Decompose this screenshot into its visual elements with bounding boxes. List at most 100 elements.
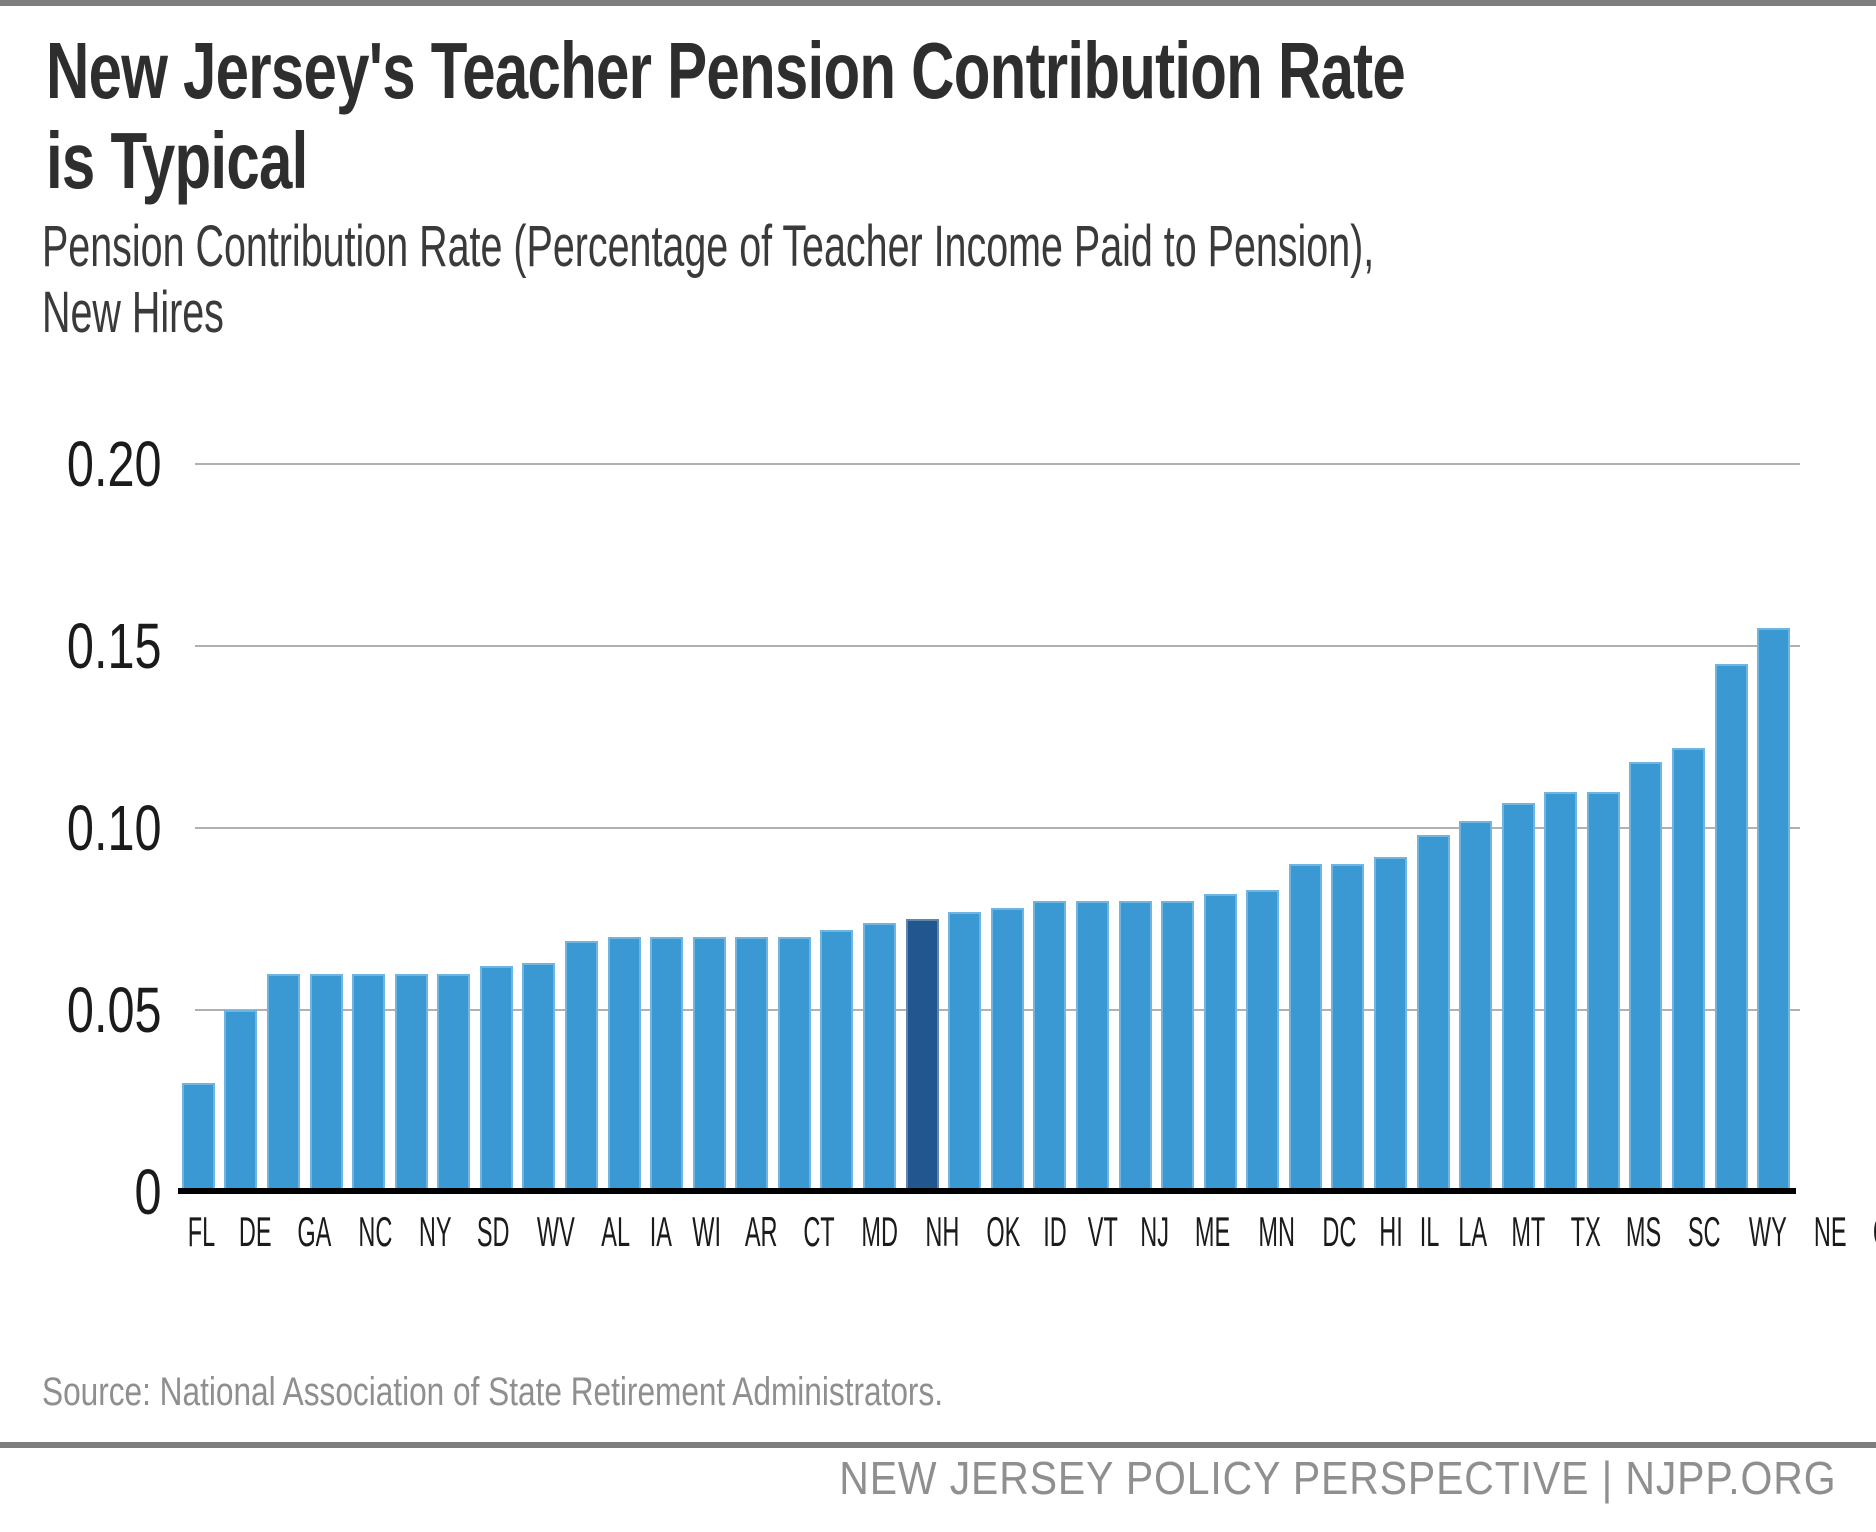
x-label-cell-dc: DC: [1309, 1210, 1370, 1254]
bar-ia: [522, 963, 556, 1192]
x-label-cell-mn: MN: [1244, 1210, 1309, 1254]
chart-subtitle-line-2: New Hires: [42, 280, 224, 345]
bar-column-az: [1667, 464, 1710, 1192]
bar-column-sd: [390, 464, 433, 1192]
bar-de: [224, 1010, 258, 1192]
x-label-cell-mt: MT: [1498, 1210, 1559, 1254]
gridline-0-10: [195, 827, 1800, 829]
bar-il: [1118, 901, 1152, 1192]
bar-id: [820, 930, 854, 1192]
bar-column-ia: [518, 464, 561, 1192]
bar-column-nc: [305, 464, 348, 1192]
bar-column-ms: [1284, 464, 1327, 1192]
bar-ma: [1586, 792, 1620, 1192]
bar-nc: [309, 974, 343, 1192]
bar-column-mo: [1710, 464, 1753, 1192]
x-label-id: ID: [1042, 1208, 1067, 1255]
bar-nj: [905, 919, 939, 1192]
bar-column-ne: [1412, 464, 1455, 1192]
bar-column-il: [1114, 464, 1157, 1192]
y-tick-0: 0: [134, 1156, 162, 1228]
x-label-cell-ny: NY: [406, 1210, 464, 1254]
x-label-cell-ar: AR: [732, 1210, 790, 1254]
bar-wv: [437, 974, 471, 1192]
x-axis-labels: FL DE GA NC NY SD WV AL IA WI AR CT MD NH OK ID VT NJ ME MN…: [177, 1208, 1876, 1255]
x-label-cell-ok: OK: [973, 1210, 1034, 1254]
bar-dc: [1033, 901, 1067, 1192]
bar-column-la: [1156, 464, 1199, 1192]
bar-column-ga: [262, 464, 305, 1192]
x-label-ct: CT: [803, 1208, 835, 1255]
top-rule: [0, 0, 1876, 6]
x-label-cell-ms: MS: [1612, 1210, 1675, 1254]
x-label-cell-sd: SD: [464, 1210, 522, 1254]
x-label-cell-nh: NH: [912, 1210, 973, 1254]
bar-column-nh: [731, 464, 774, 1192]
bar-column-wv: [432, 464, 475, 1192]
bars: [177, 464, 1795, 1192]
x-label-cell-ga: GA: [284, 1210, 345, 1254]
x-label-ar: AR: [745, 1208, 779, 1255]
bar-ny: [352, 974, 386, 1192]
bar-column-sc: [1327, 464, 1370, 1192]
bar-ar: [607, 937, 641, 1192]
x-label-al: AL: [601, 1208, 631, 1255]
bar-ct: [650, 937, 684, 1192]
bar-column-nm: [1497, 464, 1540, 1192]
bar-column-wy: [1369, 464, 1412, 1192]
bar-mt: [1203, 894, 1237, 1192]
x-label-fl: FL: [187, 1208, 216, 1255]
bar-tx: [1246, 890, 1280, 1192]
x-label-sc: SC: [1688, 1208, 1721, 1255]
bar-column-id: [816, 464, 859, 1192]
bar-column-ct: [645, 464, 688, 1192]
x-label-cell-al: AL: [590, 1210, 641, 1254]
bar-fl: [181, 1083, 215, 1192]
x-label-cell-sc: SC: [1675, 1210, 1733, 1254]
x-label-hi: HI: [1378, 1208, 1403, 1255]
bar-column-fl: [177, 464, 220, 1192]
x-label-cell-ca: CA: [1860, 1210, 1876, 1254]
bar-mn: [990, 908, 1024, 1192]
gridline-0-15: [195, 645, 1800, 647]
chart-subtitle: Pension Contribution Rate (Percentage of…: [42, 214, 1374, 346]
x-label-ne: NE: [1814, 1208, 1847, 1255]
bar-co: [1544, 792, 1578, 1192]
bar-ca: [1459, 821, 1493, 1192]
bar-sc: [1331, 864, 1365, 1192]
bar-column-mn: [986, 464, 1029, 1192]
x-label-ia: IA: [650, 1208, 673, 1255]
x-label-il: IL: [1419, 1208, 1439, 1255]
x-label-cell-nj: NJ: [1129, 1210, 1180, 1254]
x-label-ny: NY: [418, 1208, 452, 1255]
bar-nh: [735, 937, 769, 1192]
x-label-nc: NC: [358, 1208, 393, 1255]
x-label-cell-de: DE: [226, 1210, 284, 1254]
x-label-cell-ne: NE: [1801, 1210, 1859, 1254]
y-tick-0-05: 0.05: [67, 974, 162, 1046]
bar-column-de: [220, 464, 263, 1192]
page-title: New Jersey's Teacher Pension Contributio…: [46, 26, 1406, 206]
bar-column-ca: [1454, 464, 1497, 1192]
bar-column-vt: [858, 464, 901, 1192]
x-label-cell-ct: CT: [791, 1210, 847, 1254]
x-axis-line: [178, 1188, 1796, 1194]
bar-nm: [1501, 803, 1535, 1192]
bar-column-nv: [1752, 464, 1795, 1192]
x-label-ca: CA: [1872, 1210, 1876, 1254]
x-label-ga: GA: [297, 1208, 332, 1255]
bar-column-hi: [1071, 464, 1114, 1192]
x-label-me: ME: [1194, 1208, 1230, 1255]
x-label-cell-il: IL: [1412, 1210, 1447, 1254]
x-label-cell-wi: WI: [681, 1210, 732, 1254]
y-tick-0-15: 0.15: [67, 610, 162, 682]
x-label-cell-tx: TX: [1559, 1210, 1613, 1254]
x-label-ms: MS: [1626, 1208, 1662, 1255]
x-label-cell-wv: WV: [522, 1210, 590, 1254]
bar-column-nj: [901, 464, 944, 1192]
x-label-sd: SD: [476, 1208, 510, 1255]
bar-mo: [1714, 664, 1748, 1192]
x-label-ok: OK: [986, 1208, 1021, 1255]
page-title-line-2: is Typical: [46, 116, 308, 205]
